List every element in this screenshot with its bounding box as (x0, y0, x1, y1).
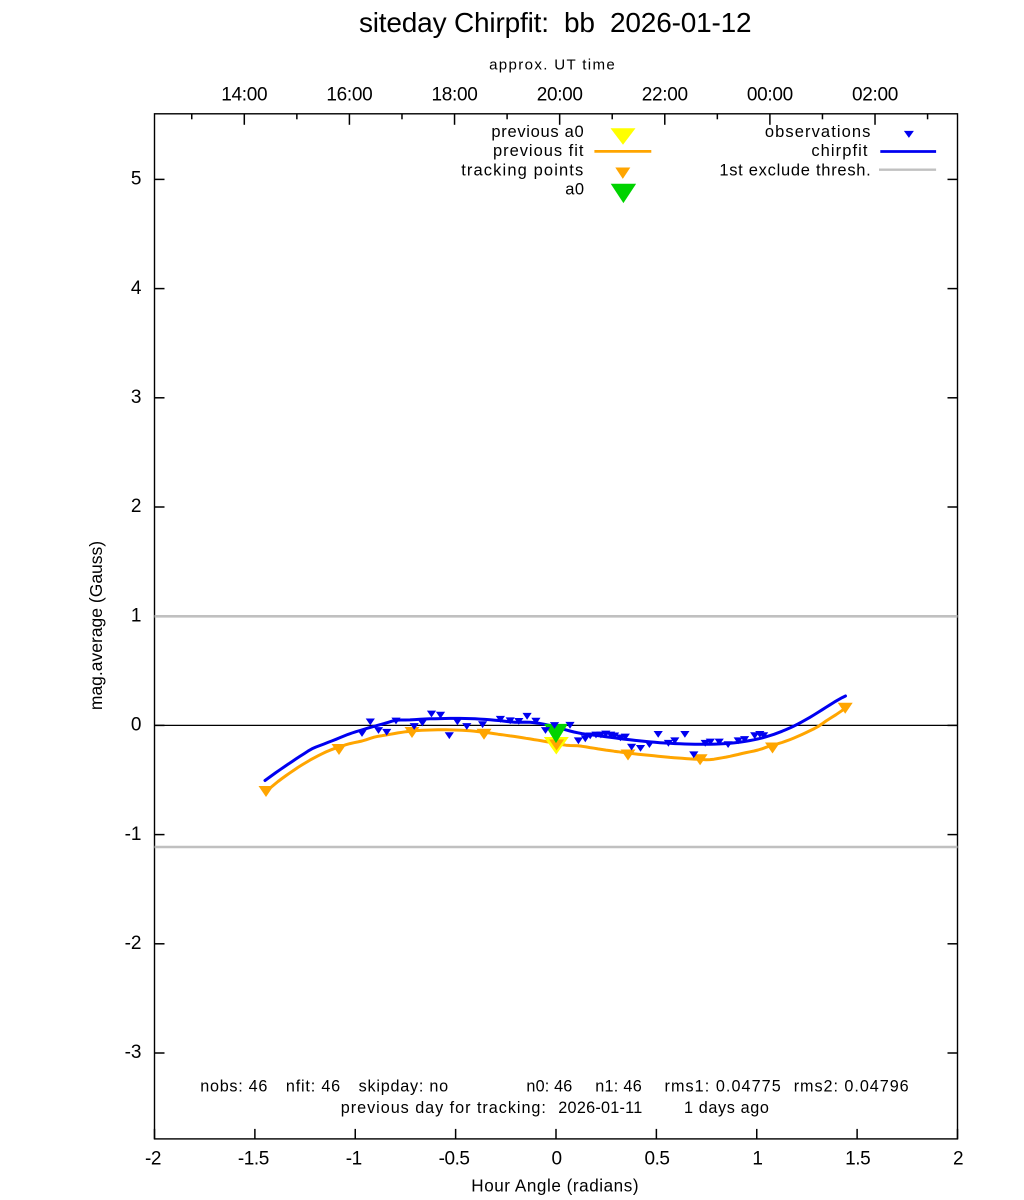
svg-text:14:00: 14:00 (221, 84, 267, 105)
svg-text:mag.average (Gauss): mag.average (Gauss) (86, 541, 106, 710)
svg-text:nfit: 46: nfit: 46 (286, 1078, 341, 1096)
svg-text:rms2: 0.04796: rms2: 0.04796 (794, 1078, 910, 1096)
svg-text:2: 2 (131, 496, 142, 517)
svg-text:0: 0 (552, 1148, 562, 1169)
svg-text:2026-01-11: 2026-01-11 (558, 1099, 642, 1117)
svg-text:02:00: 02:00 (852, 84, 898, 105)
svg-text:22:00: 22:00 (642, 84, 688, 105)
svg-text:approx. UT time: approx. UT time (489, 57, 616, 74)
svg-text:previous a0: previous a0 (491, 123, 584, 141)
svg-text:rms1: 0.04775: rms1: 0.04775 (665, 1078, 782, 1096)
svg-text:-0.5: -0.5 (439, 1148, 470, 1169)
svg-text:n1: 46: n1: 46 (595, 1078, 642, 1096)
svg-text:a0: a0 (565, 180, 584, 198)
svg-text:Hour Angle (radians): Hour Angle (radians) (471, 1177, 639, 1196)
svg-text:nobs: 46: nobs: 46 (200, 1078, 268, 1096)
svg-text:2: 2 (953, 1148, 963, 1169)
svg-text:4: 4 (131, 278, 142, 299)
svg-text:1 days ago: 1 days ago (684, 1099, 770, 1117)
svg-text:tracking points: tracking points (461, 161, 584, 179)
svg-text:1: 1 (752, 1148, 762, 1169)
svg-text:1.5: 1.5 (845, 1148, 870, 1169)
svg-text:20:00: 20:00 (537, 84, 583, 105)
svg-text:-2: -2 (145, 1148, 161, 1169)
svg-text:18:00: 18:00 (432, 84, 478, 105)
svg-text:1st exclude thresh.: 1st exclude thresh. (719, 161, 871, 179)
svg-text:0.5: 0.5 (644, 1148, 669, 1169)
svg-text:siteday Chirpfit: bb 2026-01: siteday Chirpfit: bb 2026-01-12 (359, 7, 752, 38)
svg-text:-1.5: -1.5 (238, 1148, 269, 1169)
svg-text:3: 3 (131, 387, 142, 408)
svg-text:-1: -1 (125, 824, 142, 845)
svg-text:-2: -2 (125, 933, 142, 954)
svg-text:5: 5 (131, 169, 142, 190)
svg-text:observations: observations (765, 123, 872, 141)
svg-text:1: 1 (131, 605, 142, 626)
svg-text:00:00: 00:00 (747, 84, 793, 105)
svg-text:-3: -3 (125, 1042, 142, 1063)
svg-text:previous fit: previous fit (493, 142, 584, 160)
svg-text:chirpfit: chirpfit (811, 142, 868, 160)
svg-text:previous day for tracking:: previous day for tracking: (341, 1099, 547, 1117)
svg-text:skipday: no: skipday: no (359, 1078, 449, 1096)
svg-text:-1: -1 (346, 1148, 362, 1169)
svg-text:16:00: 16:00 (326, 84, 372, 105)
svg-text:n0: 46: n0: 46 (526, 1078, 572, 1096)
svg-text:0: 0 (131, 715, 142, 736)
